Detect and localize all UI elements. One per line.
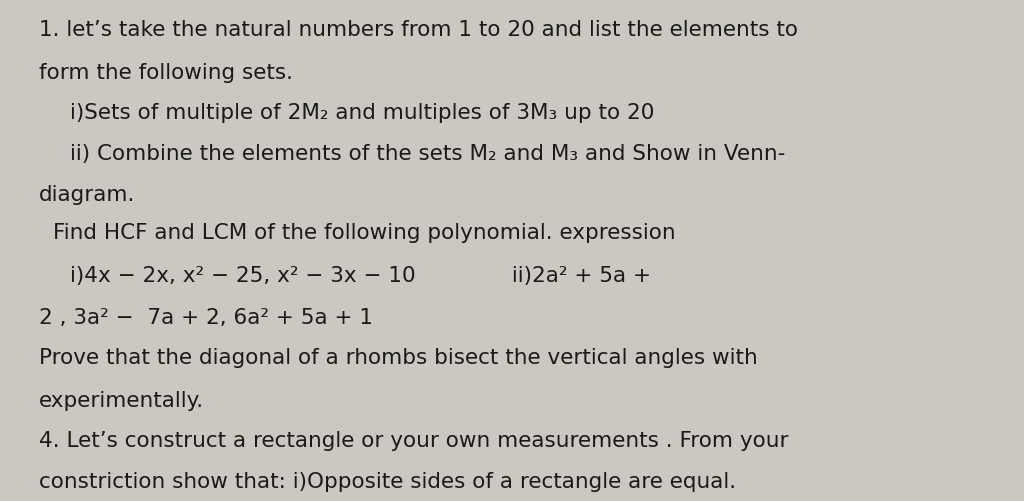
Text: experimentally.: experimentally. [39, 391, 204, 411]
Text: Prove that the diagonal of a rhombs bisect the vertical angles with: Prove that the diagonal of a rhombs bise… [39, 348, 758, 368]
Text: 1. let’s take the natural numbers from 1 to 20 and list the elements to: 1. let’s take the natural numbers from 1… [39, 20, 798, 40]
Text: 2 , 3a² −  7a + 2, 6a² + 5a + 1: 2 , 3a² − 7a + 2, 6a² + 5a + 1 [39, 308, 373, 328]
Text: form the following sets.: form the following sets. [39, 63, 293, 83]
Text: ii) Combine the elements of the sets M₂ and M₃ and Show in Venn-: ii) Combine the elements of the sets M₂ … [70, 144, 784, 164]
Text: i)Sets of multiple of 2M₂ and multiples of 3M₃ up to 20: i)Sets of multiple of 2M₂ and multiples … [70, 103, 654, 123]
Text: 4. Let’s construct a rectangle or your own measurements . From your: 4. Let’s construct a rectangle or your o… [39, 431, 788, 451]
Text: Find HCF and LCM of the following polynomial. expression: Find HCF and LCM of the following polyno… [53, 223, 676, 243]
Text: constriction show that: i)Opposite sides of a rectangle are equal.: constriction show that: i)Opposite sides… [39, 472, 736, 492]
Text: i)4x − 2x, x² − 25, x² − 3x − 10              ii)2a² + 5a +: i)4x − 2x, x² − 25, x² − 3x − 10 ii)2a² … [70, 266, 650, 286]
Text: diagram.: diagram. [39, 185, 135, 205]
